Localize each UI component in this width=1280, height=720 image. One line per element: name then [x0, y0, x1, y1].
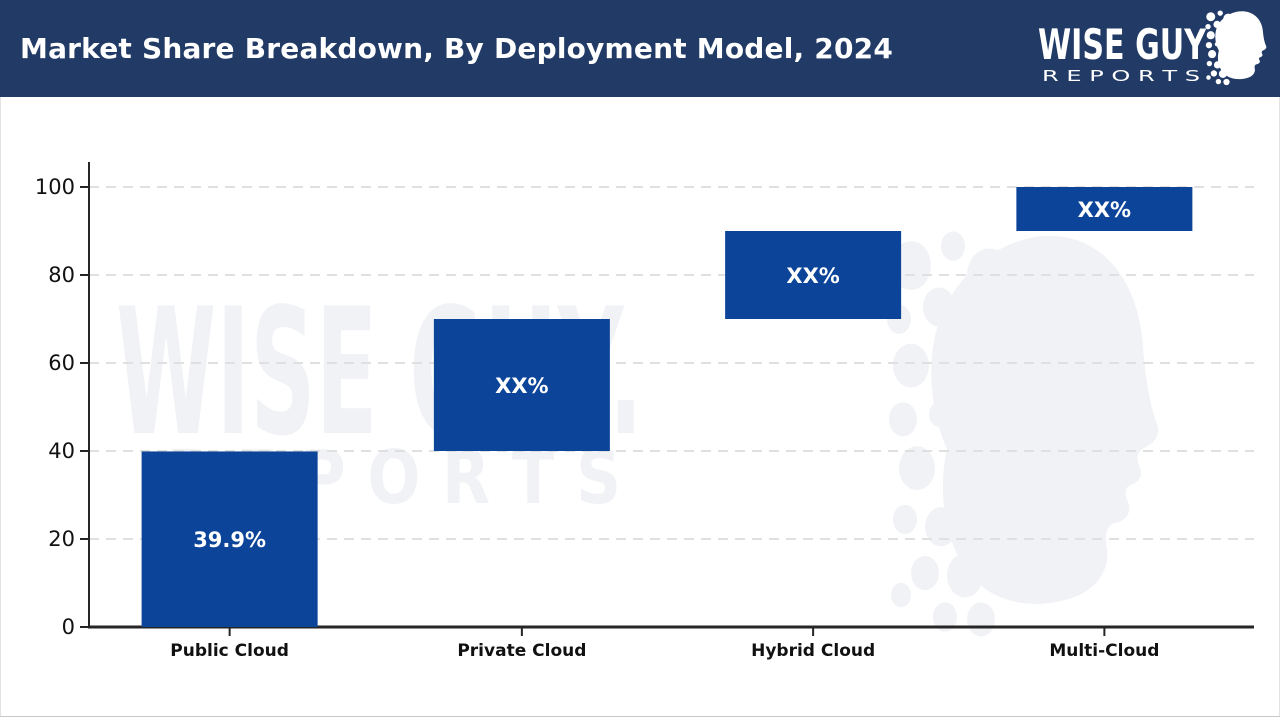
- chart-body: WISE GUY. R E P O R T S 0 20 40 60 80 100 39.9% P…: [0, 97, 1280, 717]
- bar-public-cloud: [141, 451, 318, 627]
- y-tick-label-20: 20: [48, 527, 75, 551]
- bar-label-1: 39.9%: [193, 528, 266, 552]
- page-title: Market Share Breakdown, By Deployment Mo…: [20, 32, 894, 65]
- x-category-label-3: Hybrid Cloud: [751, 641, 875, 661]
- y-tick-label-40: 40: [48, 439, 75, 463]
- y-tick-label-80: 80: [48, 263, 75, 287]
- bar-multi-cloud: [1016, 187, 1193, 231]
- page-bottom-border: [0, 716, 1280, 717]
- bar-label-3: XX%: [786, 264, 839, 288]
- wise-guy-reports-logo: WISE GUY R E P O R T S: [1038, 10, 1267, 86]
- market-share-bar-chart: WISE GUY.R E P O R T S02040608010039.9%P…: [35, 162, 1254, 661]
- x-category-label-4: Multi-Cloud: [1049, 641, 1159, 661]
- x-category-label-1: Public Cloud: [170, 641, 289, 661]
- logo-subtext: R E P O R T S: [1042, 67, 1200, 85]
- y-tick-label-0: 0: [62, 615, 75, 639]
- y-tick-label-60: 60: [48, 351, 75, 375]
- header-band: Market Share Breakdown, By Deployment Mo…: [0, 0, 1280, 97]
- bar-label-2: XX%: [495, 374, 548, 398]
- logo-wordmark: WISE GUY: [1038, 20, 1206, 69]
- x-category-label-2: Private Cloud: [457, 641, 586, 661]
- bar-label-4: XX%: [1078, 198, 1131, 222]
- bar-hybrid-cloud: [725, 231, 902, 319]
- y-tick-label-100: 100: [35, 175, 75, 199]
- watermark-face-icon: [887, 231, 1159, 637]
- logo-face-icon: [1205, 10, 1267, 86]
- bar-private-cloud: [433, 319, 610, 451]
